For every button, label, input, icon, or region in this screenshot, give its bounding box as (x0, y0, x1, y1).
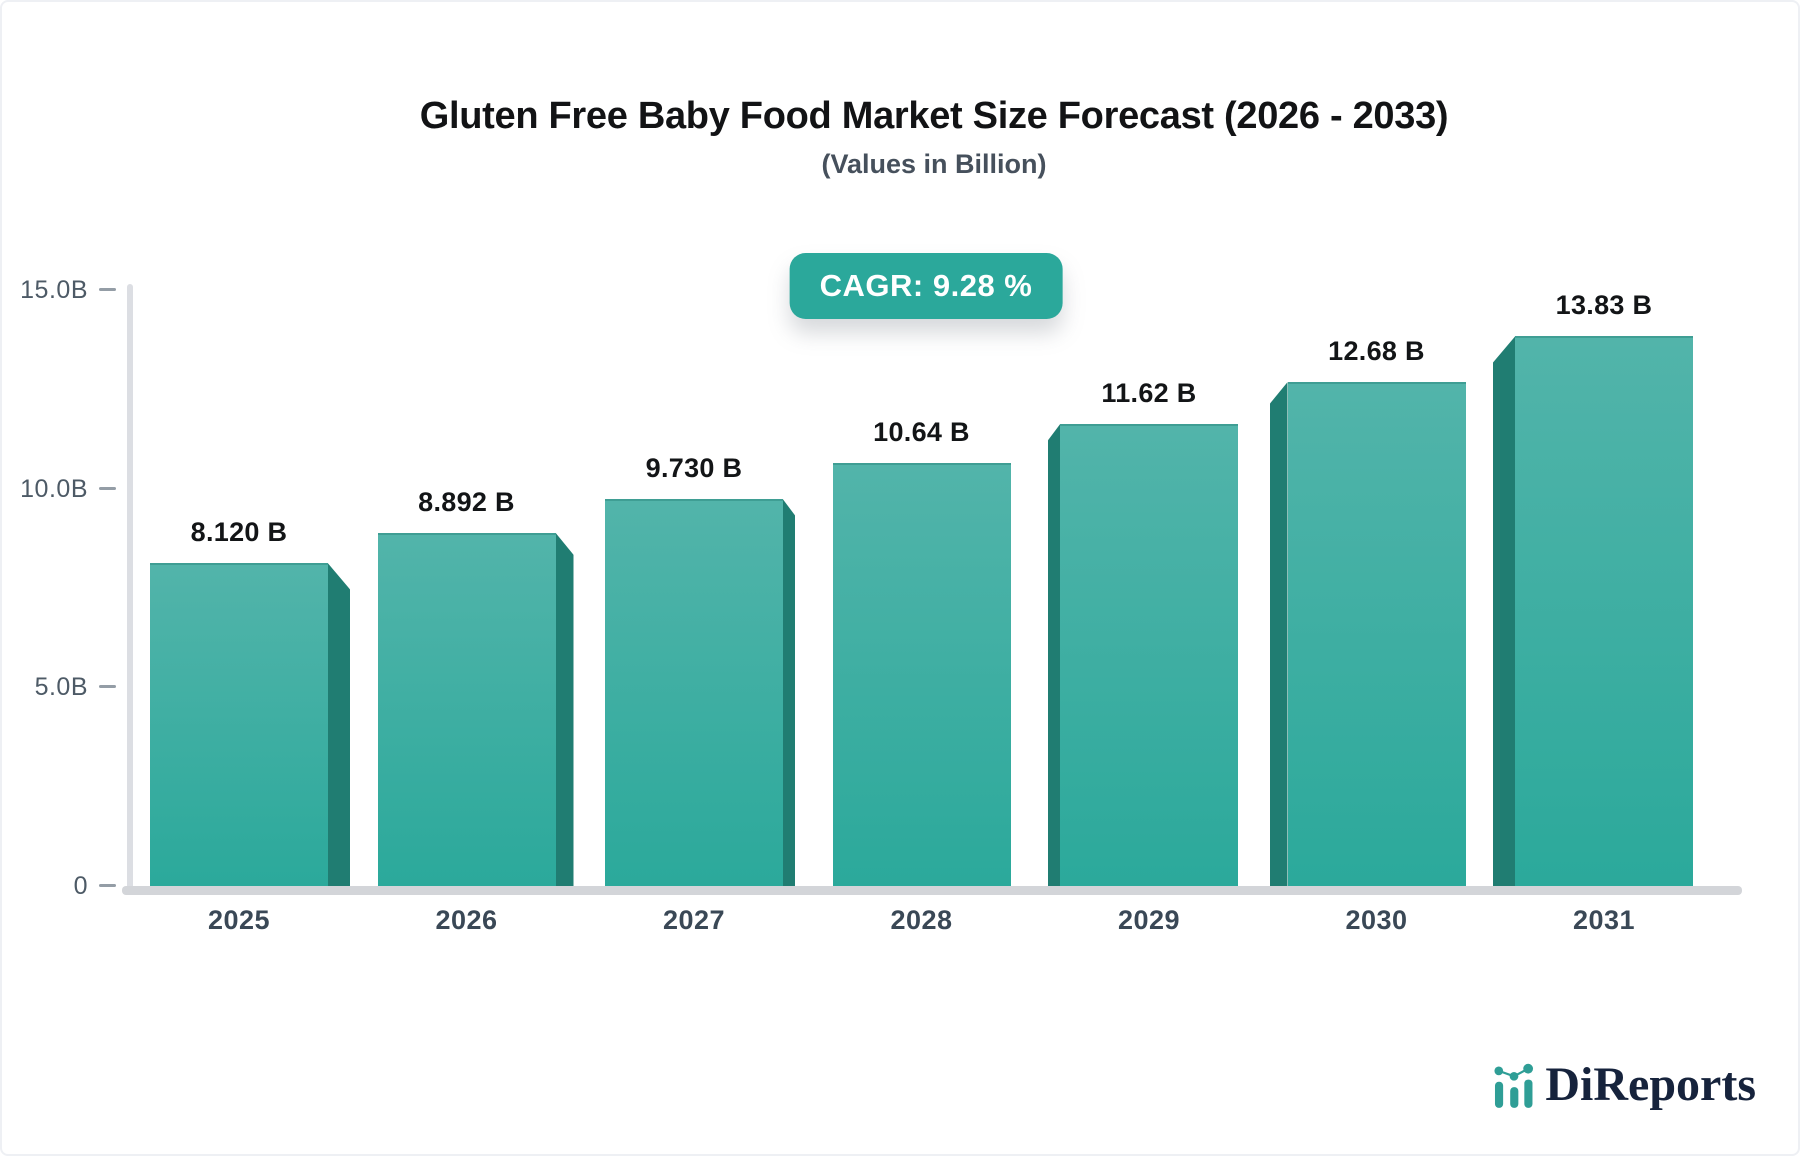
bar-side-2030 (1269, 382, 1288, 886)
brand-logo: DiReports (1492, 1060, 1756, 1110)
x-axis-label-2026: 2026 (435, 905, 498, 935)
y-axis-tick-15.0B (99, 288, 116, 291)
x-axis-line (122, 886, 1742, 895)
bar-2027 (605, 499, 783, 886)
y-axis-tick-10.0B (99, 486, 116, 490)
bar-side-2029 (1048, 424, 1060, 886)
bar-value-label-2027: 9.730 B (645, 453, 743, 484)
brand-name: DiReports (1545, 1058, 1756, 1111)
bar-value-label-2025: 8.120 B (190, 517, 288, 548)
bar-side-2026 (555, 532, 574, 886)
cagr-badge: CAGR: 9.28 % (789, 253, 1063, 319)
y-axis-tick-5.0B (99, 685, 116, 689)
bar-2025 (150, 563, 328, 886)
y-axis-label-10.0B: 10.0B (20, 474, 88, 503)
bar-value-label-2028: 10.64 B (873, 417, 970, 448)
bar-value-label-2030: 12.68 B (1328, 336, 1425, 367)
x-axis-label-2027: 2027 (662, 905, 726, 935)
bar-2029 (1060, 424, 1238, 886)
chart-subtitle: (Values in Billion) (821, 149, 1047, 179)
y-axis-label-5.0B: 5.0B (34, 673, 88, 702)
bar-2030 (1287, 382, 1466, 886)
bar-2028 (832, 463, 1011, 886)
bar-value-label-2029: 11.62 B (1101, 378, 1197, 409)
bar-side-2025 (328, 563, 350, 886)
bar-side-2031 (1493, 336, 1515, 886)
x-axis-label-2028: 2028 (890, 905, 953, 935)
bar-side-2027 (783, 499, 795, 886)
x-axis-label-2025: 2025 (207, 905, 271, 935)
bar-value-label-2031: 13.83 B (1555, 290, 1653, 321)
x-axis-label-2029: 2029 (1117, 905, 1181, 935)
bar-2031 (1515, 336, 1693, 886)
x-axis-label-2030: 2030 (1345, 905, 1408, 935)
bar-2026 (377, 532, 556, 886)
x-axis-label-2031: 2031 (1572, 905, 1636, 935)
y-axis-tick-0 (99, 884, 116, 887)
y-axis-label-0: 0 (73, 872, 88, 900)
y-axis-line (127, 284, 133, 895)
y-axis-label-15.0B: 15.0B (20, 276, 88, 304)
bar-value-label-2026: 8.892 B (418, 486, 515, 517)
mini-bar-line-chart-icon (1494, 1063, 1534, 1108)
chart-title: Gluten Free Baby Food Market Size Foreca… (419, 95, 1449, 137)
